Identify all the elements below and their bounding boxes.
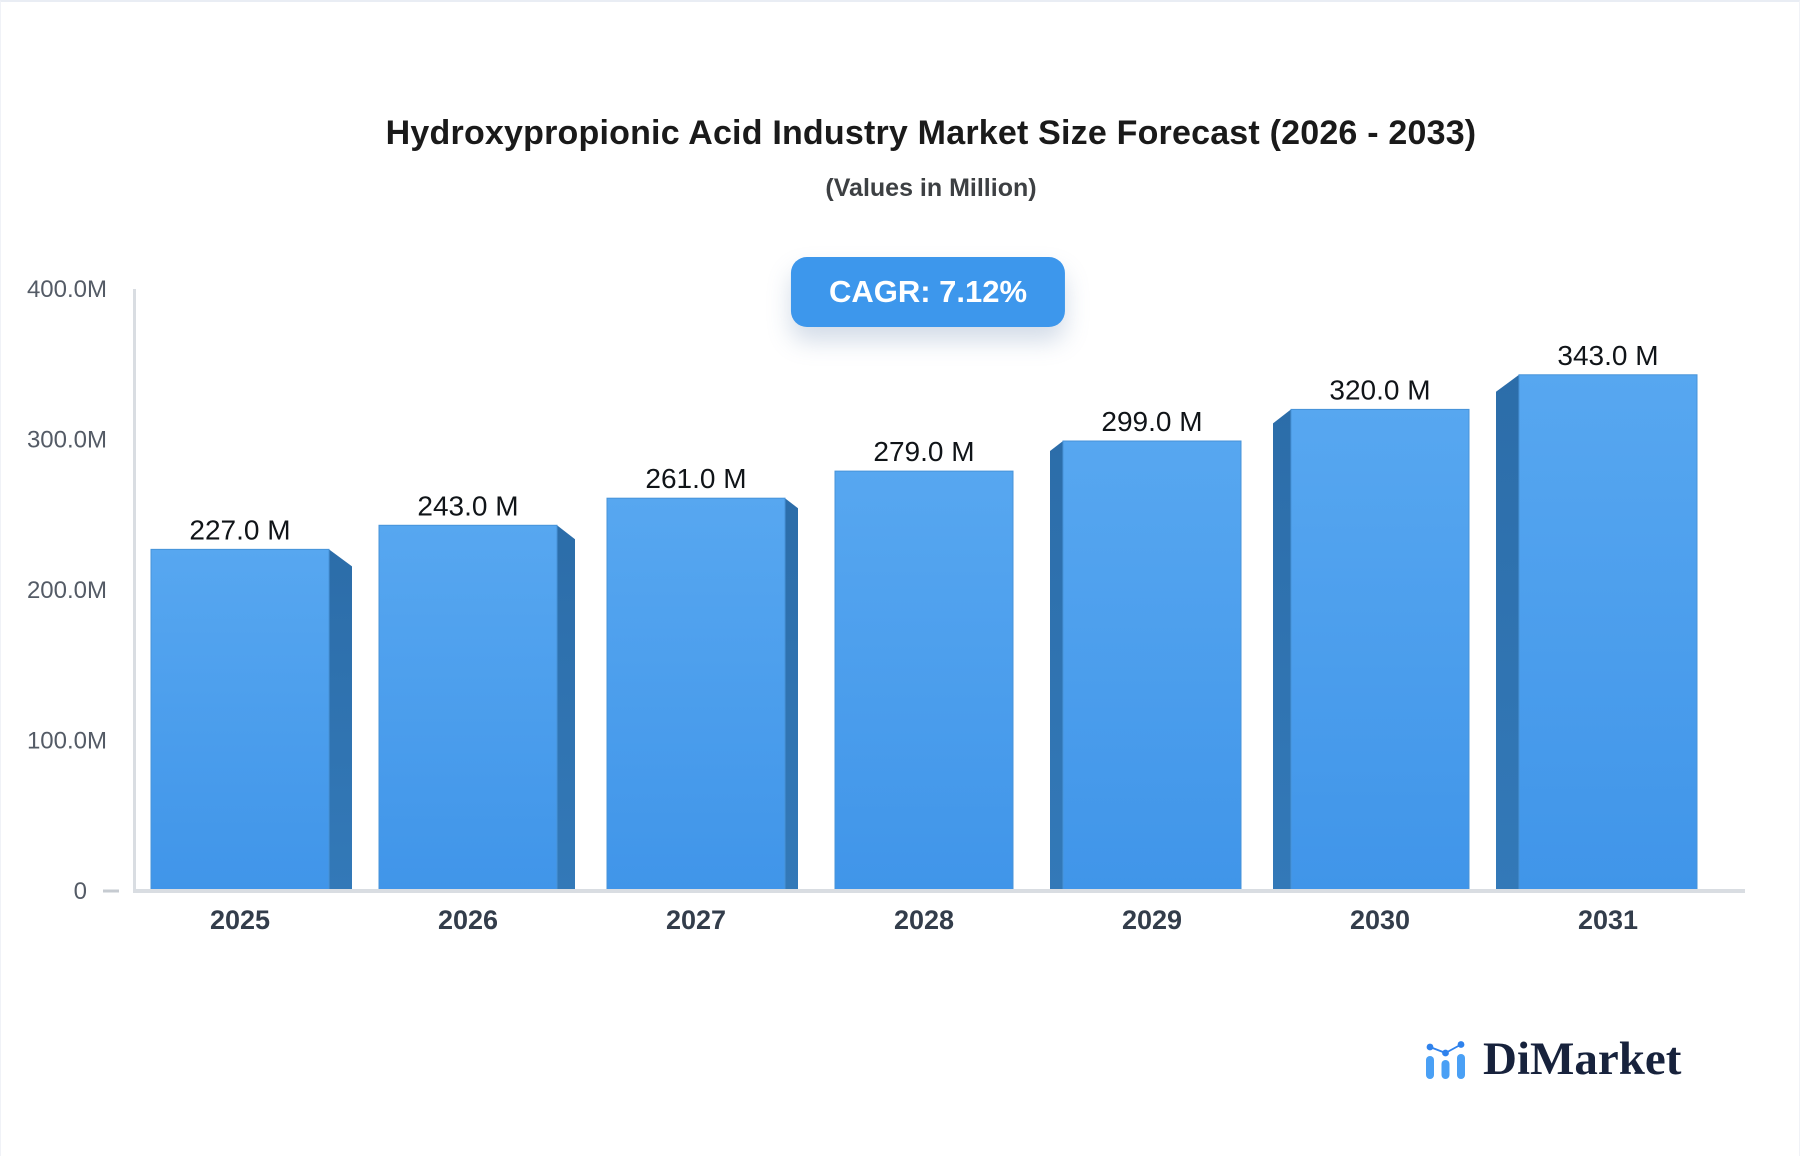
bar-value-label: 279.0 M [873, 436, 974, 467]
cagr-badge-label: CAGR: 7.12% [828, 274, 1028, 309]
bar-2028[interactable] [834, 470, 1014, 892]
bar-2027[interactable] [606, 497, 786, 892]
bar-group: 343.0 M 2031 [1496, 340, 1698, 935]
bar-chart-with-trend-dots-icon [1426, 1041, 1465, 1079]
bar-value-label: 227.0 M [189, 514, 290, 545]
bar-value-label: 320.0 M [1329, 374, 1430, 405]
bar-group: 227.0 M 2025 [150, 514, 352, 935]
bar-side-face [785, 498, 798, 891]
bar-group: 320.0 M 2030 [1273, 374, 1470, 935]
y-axis-tick-label: 300.0M [27, 427, 107, 454]
x-axis-tick-label: 2031 [1578, 905, 1638, 935]
bar-2031[interactable] [1518, 374, 1698, 892]
bar-group: 299.0 M 2029 [1050, 406, 1242, 935]
bar-side-face [1496, 374, 1519, 891]
dimarket-logo-text: DiMarket [1483, 1033, 1682, 1086]
bar-group: 261.0 M 2027 [606, 463, 798, 935]
bar-value-label: 261.0 M [645, 463, 746, 494]
y-axis-tick-label: 400.0M [27, 276, 107, 303]
x-axis-tick-label: 2026 [438, 905, 498, 935]
bar-2029[interactable] [1062, 440, 1242, 892]
y-axis-tick-label: 200.0M [27, 577, 107, 604]
bar-2030[interactable] [1290, 408, 1470, 892]
bar-side-face [1273, 409, 1291, 891]
bar-value-label: 343.0 M [1557, 340, 1658, 371]
bar-group: 243.0 M 2026 [378, 490, 575, 935]
bar-side-face [329, 549, 352, 891]
bar-2025[interactable] [150, 548, 330, 892]
page-title: Hydroxypropionic Acid Industry Market Si… [385, 114, 1477, 152]
bar-group: 279.0 M 2028 [834, 436, 1014, 935]
bar-side-face [1050, 441, 1063, 891]
x-axis-tick-label: 2028 [894, 905, 954, 935]
x-axis-tick-label: 2027 [666, 905, 726, 935]
dimarket-logo: DiMarket [1425, 1033, 1682, 1086]
x-axis-tick-label: 2025 [210, 905, 270, 935]
cagr-badge: CAGR: 7.12% [790, 257, 1066, 327]
x-axis-tick-label: 2029 [1122, 905, 1182, 935]
bar-value-label: 243.0 M [417, 490, 518, 521]
y-axis-origin-label: 0 [74, 878, 87, 905]
bar-2026[interactable] [378, 524, 558, 892]
x-axis-tick-label: 2030 [1350, 905, 1410, 935]
page-subtitle: (Values in Million) [825, 174, 1037, 202]
y-axis-tick-label: 100.0M [27, 728, 107, 755]
bar-side-face [557, 525, 575, 891]
bar-value-label: 299.0 M [1101, 406, 1202, 437]
